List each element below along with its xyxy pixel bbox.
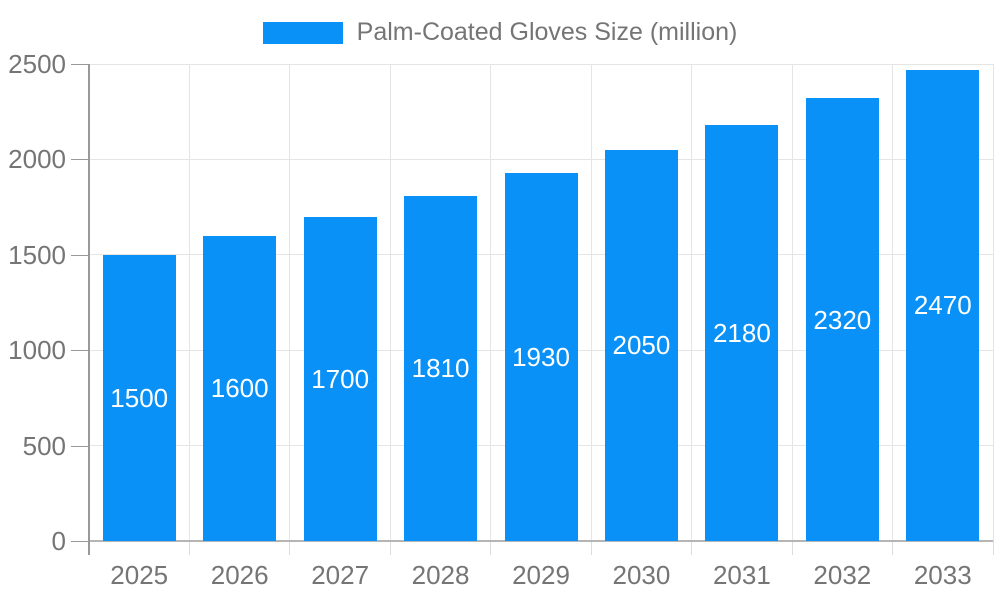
gridline-x-boundary-7 bbox=[791, 64, 793, 541]
legend[interactable]: Palm-Coated Gloves Size (million) bbox=[0, 18, 1000, 47]
x-axis-label-2032: 2032 bbox=[813, 560, 872, 590]
x-axis-label-2027: 2027 bbox=[311, 560, 370, 590]
y-axis-label: 1000 bbox=[8, 335, 66, 366]
bar-value-label-2032: 2320 bbox=[813, 304, 872, 335]
y-axis-label: 500 bbox=[22, 430, 66, 461]
y-tick-2000 bbox=[71, 159, 89, 161]
gridline-x-boundary-1 bbox=[188, 64, 190, 541]
gridline-x-boundary-8 bbox=[892, 64, 894, 541]
x-axis-label-2033: 2033 bbox=[913, 560, 972, 590]
bar-2028[interactable] bbox=[404, 195, 478, 541]
legend-swatch bbox=[262, 21, 343, 44]
bar-2025[interactable] bbox=[102, 254, 176, 541]
y-axis-line bbox=[88, 64, 90, 555]
x-tick-1 bbox=[188, 541, 190, 555]
x-axis-label-2031: 2031 bbox=[712, 560, 771, 590]
bar-value-label-2030: 2050 bbox=[612, 330, 671, 361]
bar-2031[interactable] bbox=[705, 125, 779, 541]
y-axis-label: 1500 bbox=[8, 239, 66, 270]
gridline-x-boundary-6 bbox=[691, 64, 693, 541]
bar-2027[interactable] bbox=[303, 216, 377, 541]
y-axis-label: 0 bbox=[51, 526, 66, 556]
y-axis-label: 2000 bbox=[8, 144, 66, 175]
x-tick-4 bbox=[490, 541, 492, 555]
x-axis-line bbox=[89, 540, 993, 542]
x-axis-label-2025: 2025 bbox=[110, 560, 169, 590]
bar-value-label-2028: 1810 bbox=[411, 353, 470, 384]
gridline-x-boundary-5 bbox=[590, 64, 592, 541]
bar-value-label-2029: 1930 bbox=[512, 341, 570, 372]
x-tick-5 bbox=[590, 541, 592, 555]
bar-2033[interactable] bbox=[906, 69, 980, 541]
bar-value-label-2026: 1600 bbox=[210, 373, 269, 404]
gridline-y-2500 bbox=[89, 63, 993, 65]
x-tick-7 bbox=[791, 541, 793, 555]
x-axis-label-2026: 2026 bbox=[210, 560, 269, 590]
gridline-x-boundary-4 bbox=[490, 64, 492, 541]
bar-2026[interactable] bbox=[203, 235, 277, 541]
gridline-x-boundary-3 bbox=[389, 64, 391, 541]
bar-2032[interactable] bbox=[805, 98, 879, 541]
x-axis-label-2030: 2030 bbox=[612, 560, 671, 590]
x-tick-6 bbox=[691, 541, 693, 555]
x-tick-3 bbox=[389, 541, 391, 555]
y-tick-500 bbox=[71, 445, 89, 447]
y-tick-2500 bbox=[71, 64, 89, 65]
gridline-y-2000 bbox=[89, 158, 993, 160]
y-tick-1500 bbox=[71, 254, 89, 256]
bar-2029[interactable] bbox=[504, 172, 578, 541]
y-tick-1000 bbox=[71, 350, 89, 352]
gridline-x-boundary-2 bbox=[289, 64, 291, 541]
bar-2030[interactable] bbox=[604, 149, 678, 541]
x-tick-8 bbox=[892, 541, 894, 555]
bar-value-label-2033: 2470 bbox=[913, 290, 972, 321]
legend-label: Palm-Coated Gloves Size (million) bbox=[356, 18, 738, 46]
x-axis-label-2029: 2029 bbox=[512, 560, 570, 590]
y-axis-label: 2500 bbox=[8, 49, 66, 79]
bar-value-label-2027: 1700 bbox=[311, 363, 370, 394]
gridline-x-boundary-9 bbox=[992, 64, 994, 541]
x-axis-label-2028: 2028 bbox=[411, 560, 470, 590]
bar-value-label-2025: 1500 bbox=[110, 382, 169, 413]
y-tick-0 bbox=[71, 541, 89, 542]
bar-value-label-2031: 2180 bbox=[712, 318, 771, 349]
x-tick-9 bbox=[992, 541, 994, 555]
x-tick-2 bbox=[289, 541, 291, 555]
